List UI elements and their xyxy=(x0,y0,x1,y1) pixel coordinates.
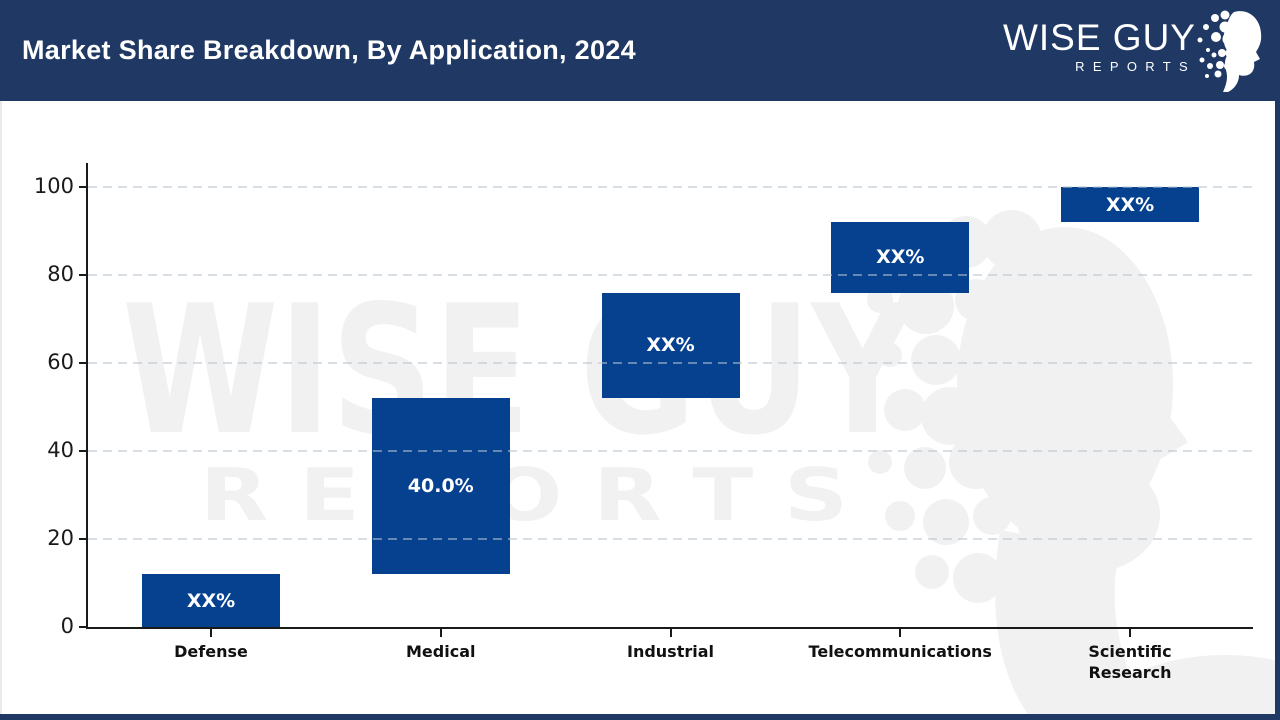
logo-wordmark: WISE GUY xyxy=(1002,17,1196,58)
bar-value-label-telecommunications: XX% xyxy=(876,246,925,269)
y-tick-mark-0 xyxy=(79,626,87,628)
x-tick-mark-scientific-research xyxy=(1129,629,1131,637)
y-tick-mark-20 xyxy=(79,538,87,540)
x-axis-label-defense: Defense xyxy=(174,642,248,661)
bar-scientific-research: XX% xyxy=(1061,187,1199,223)
wise-guy-logo: WISE GUY REPORTS xyxy=(1003,8,1266,94)
y-tick-label-20: 20 xyxy=(47,526,74,550)
y-tick-label-60: 60 xyxy=(47,350,74,374)
bar-value-label-medical: 40.0% xyxy=(407,475,474,498)
x-tick-mark-telecommunications xyxy=(899,629,902,637)
watermark-line2: R E P O R T S xyxy=(200,453,848,537)
bar-value-label-industrial: XX% xyxy=(646,334,695,357)
y-grid-line-20 xyxy=(88,538,1253,540)
y-tick-mark-40 xyxy=(79,450,87,452)
y-tick-mark-100 xyxy=(79,186,87,188)
x-axis-label-telecommunications: Telecommunications xyxy=(808,642,992,661)
logo-text: WISE GUY REPORTS xyxy=(1002,17,1196,75)
bar-medical: 40.0% xyxy=(371,398,510,575)
y-tick-mark-60 xyxy=(79,362,87,364)
page-title: Market Share Breakdown, By Application, … xyxy=(22,35,636,65)
y-tick-label-40: 40 xyxy=(47,438,74,462)
x-tick-mark-industrial xyxy=(669,629,672,637)
bar-telecommunications: XX% xyxy=(831,222,970,293)
x-axis-label-medical: Medical xyxy=(406,642,476,661)
watermark-line1: WISE GUY xyxy=(122,267,916,474)
x-axis-spine xyxy=(86,627,1253,629)
bar-defense: XX% xyxy=(142,574,280,627)
y-grid-line-80 xyxy=(88,274,1253,276)
header-bar: Market Share Breakdown, By Application, … xyxy=(0,0,1280,101)
y-grid-line-60 xyxy=(88,362,1253,364)
x-axis-label-industrial: Industrial xyxy=(626,642,714,661)
y-tick-mark-80 xyxy=(79,274,87,276)
bottom-border xyxy=(0,714,1280,720)
x-tick-mark-medical xyxy=(439,629,442,637)
y-tick-label-100: 100 xyxy=(33,174,74,198)
bar-value-label-defense: XX% xyxy=(186,589,236,612)
y-tick-label-80: 80 xyxy=(47,262,74,286)
left-border xyxy=(0,101,2,714)
bar-value-label-scientific-research: XX% xyxy=(1105,193,1155,216)
y-grid-line-100 xyxy=(88,186,1253,188)
y-grid-line-40 xyxy=(88,450,1253,452)
x-axis-label-scientific-research: Scientific Research xyxy=(1088,642,1172,682)
logo-subtitle: REPORTS xyxy=(1075,59,1196,74)
logo-head-icon xyxy=(1197,10,1262,92)
right-border xyxy=(1275,0,1280,720)
y-axis-spine xyxy=(86,163,88,629)
y-tick-label-0: 0 xyxy=(60,614,74,638)
x-tick-mark-defense xyxy=(210,629,212,637)
bar-industrial: XX% xyxy=(601,292,740,399)
